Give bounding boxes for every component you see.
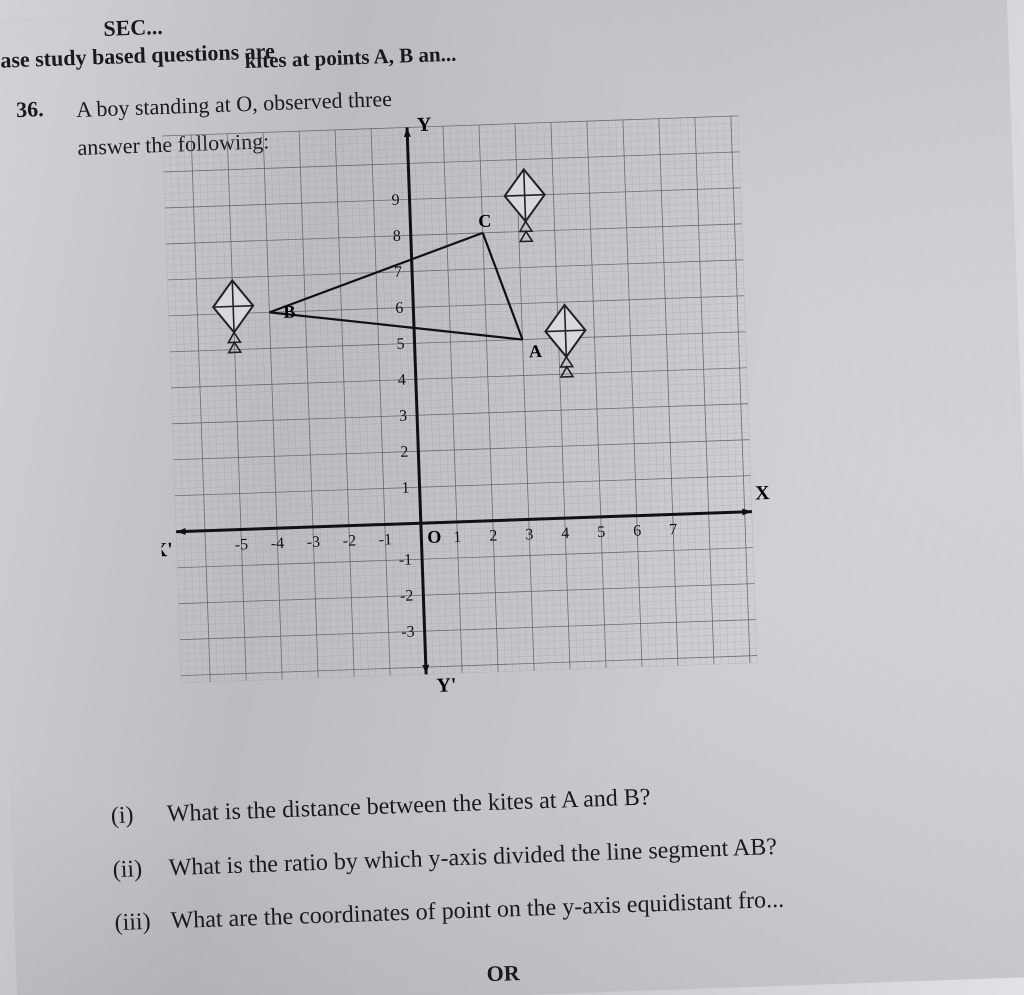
svg-text:1: 1 xyxy=(453,529,462,546)
svg-text:8: 8 xyxy=(393,228,402,245)
svg-text:-3: -3 xyxy=(401,623,415,640)
svg-text:-2: -2 xyxy=(400,588,414,605)
svg-text:6: 6 xyxy=(395,300,404,317)
subq-ii-label: (ii) xyxy=(112,846,170,894)
svg-text:5: 5 xyxy=(396,336,405,353)
or-separator: OR xyxy=(486,960,520,987)
svg-text:5: 5 xyxy=(597,524,606,541)
svg-text:4: 4 xyxy=(398,372,407,389)
page-header: SEC... Case study based questions are ki… xyxy=(0,0,583,18)
svg-text:C: C xyxy=(478,211,492,231)
svg-text:7: 7 xyxy=(669,521,678,538)
scanned-page: SEC... Case study based questions are ki… xyxy=(0,0,1024,995)
svg-text:A: A xyxy=(529,341,543,361)
svg-text:-1: -1 xyxy=(399,552,413,569)
svg-text:2: 2 xyxy=(400,444,409,461)
question-number: 36. xyxy=(16,96,44,123)
svg-text:X: X xyxy=(755,482,771,505)
svg-text:O: O xyxy=(427,526,442,546)
svg-text:Y: Y xyxy=(417,114,433,137)
svg-text:Y': Y' xyxy=(436,674,457,697)
header-kites: kites at points A, B an... xyxy=(244,40,457,77)
svg-text:B: B xyxy=(283,301,296,321)
svg-text:1: 1 xyxy=(401,480,410,497)
svg-text:X': X' xyxy=(152,539,173,562)
svg-text:3: 3 xyxy=(399,408,408,425)
header-case-study: Case study based questions are xyxy=(0,36,275,77)
svg-text:-2: -2 xyxy=(342,532,356,549)
svg-text:2: 2 xyxy=(489,528,498,545)
graph-svg: 1234567-1-2-3-4-5123456789-1-2-3XX'YY'OA… xyxy=(146,89,847,712)
subq-i-text: What is the distance between the kites a… xyxy=(166,775,651,837)
subq-iii-label: (iii) xyxy=(114,899,172,947)
svg-text:6: 6 xyxy=(633,523,642,540)
svg-text:9: 9 xyxy=(391,192,400,209)
subq-i-label: (i) xyxy=(110,792,168,840)
svg-text:3: 3 xyxy=(525,526,534,543)
svg-text:-1: -1 xyxy=(378,531,392,548)
sub-questions: (i) What is the distance between the kit… xyxy=(110,763,1015,955)
svg-text:-4: -4 xyxy=(271,535,285,552)
svg-text:-3: -3 xyxy=(306,534,320,551)
coordinate-graph: 1234567-1-2-3-4-5123456789-1-2-3XX'YY'OA… xyxy=(146,89,847,712)
svg-text:-5: -5 xyxy=(235,536,249,553)
svg-text:4: 4 xyxy=(561,525,570,542)
